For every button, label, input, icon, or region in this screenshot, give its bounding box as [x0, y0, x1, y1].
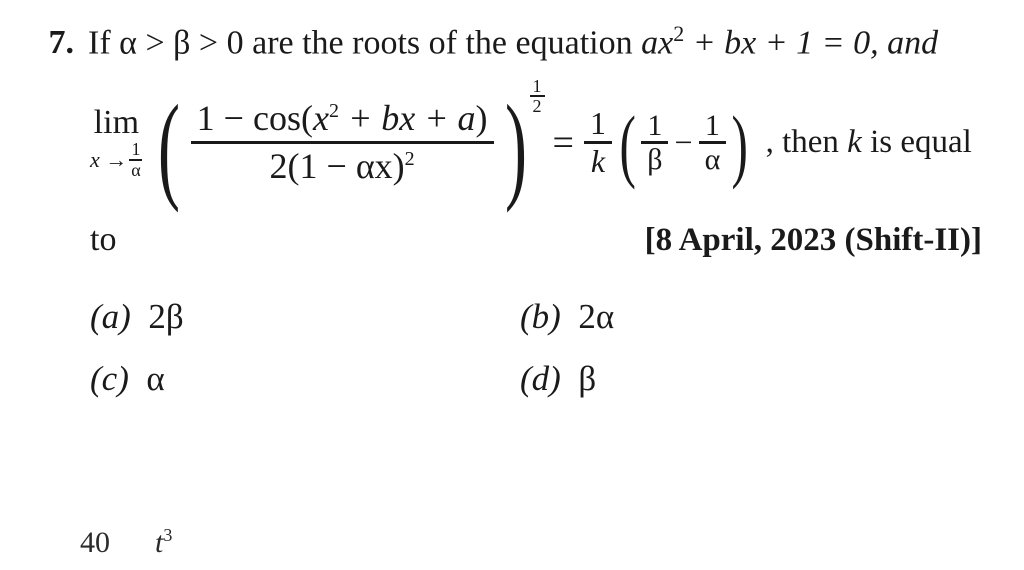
num-x: x — [313, 98, 329, 138]
rhs-paren-right: ) — [732, 104, 748, 186]
one-over-k: 1 k — [584, 106, 612, 179]
outer-exp-den: 2 — [530, 97, 545, 115]
option-a-value: 2β — [148, 297, 183, 336]
rhs-den: k — [585, 144, 611, 179]
b2-num: 1 — [699, 110, 726, 145]
equals-sign: = — [553, 121, 574, 165]
citation: [8 April, 2023 (Shift-II)] — [645, 222, 982, 259]
inline-eq-after: + bx + 1 = 0, and — [693, 24, 938, 61]
num-part-c: + bx + a — [339, 98, 476, 138]
cutoff-right: 3 — [163, 525, 172, 545]
then-text-2: is equal — [862, 124, 972, 160]
den-sup: 2 — [405, 148, 415, 170]
b1-den: β — [641, 144, 668, 176]
rhs-inner: 1 β − 1 α — [641, 110, 726, 176]
inline-eq-ax: ax — [641, 24, 673, 61]
outer-exp-num: 1 — [530, 77, 545, 97]
limit-symbol: lim x → 1 α — [90, 106, 143, 180]
then-k-text: , then k is equal — [766, 124, 972, 161]
stem-text-before: If α > β > 0 are the roots of the equati… — [88, 24, 641, 61]
outer-exponent: 1 2 — [530, 77, 545, 115]
option-c-label: (c) — [90, 359, 129, 398]
option-b-label: (b) — [520, 297, 561, 336]
b2-den: α — [699, 144, 727, 176]
num-paren-l: ( — [301, 98, 313, 138]
option-d-value: β — [578, 359, 596, 398]
rhs-minus: − — [675, 124, 693, 161]
lim-target-num: 1 — [129, 140, 142, 161]
options-grid: (a) 2β (b) 2α (c) α (d) β — [90, 297, 998, 399]
inline-eq-sup: 2 — [673, 21, 684, 46]
option-c-value: α — [146, 359, 164, 398]
cutoff-row: 40 t3 — [80, 525, 172, 560]
question-stem: If α > β > 0 are the roots of the equati… — [88, 20, 938, 65]
limit-expression: lim x → 1 α ( 1 − cos(x2 + bx + a) 2(1 −… — [90, 83, 998, 203]
to-citation-row: to [8 April, 2023 (Shift-II)] — [90, 221, 982, 259]
option-a: (a) 2β — [90, 297, 520, 337]
question-block: 7. If α > β > 0 are the roots of the equ… — [38, 20, 998, 399]
num-part-a: 1 − cos — [197, 98, 301, 138]
question-number: 7. — [38, 24, 74, 62]
inner-frac-num: 1 − cos(x2 + bx + a) — [191, 96, 494, 144]
question-stem-row: 7. If α > β > 0 are the roots of the equ… — [38, 20, 998, 65]
one-over-beta: 1 β — [641, 110, 668, 176]
option-c: (c) α — [90, 359, 520, 399]
lim-var: x → — [90, 149, 127, 171]
lim-target-frac: 1 α — [129, 140, 142, 180]
lim-sub: x → 1 α — [90, 140, 143, 180]
rhs-num: 1 — [584, 106, 612, 144]
big-paren-left: ( — [158, 87, 180, 207]
one-over-alpha: 1 α — [699, 110, 727, 176]
num-paren-r: ) — [476, 98, 488, 138]
option-b: (b) 2α — [520, 297, 950, 337]
option-a-label: (a) — [90, 297, 131, 336]
lim-target-den: α — [129, 161, 142, 180]
cutoff-left: 40 — [80, 526, 110, 559]
rhs-paren-left: ( — [619, 104, 635, 186]
option-d-label: (d) — [520, 359, 561, 398]
k-var: k — [847, 124, 862, 160]
to-word: to — [90, 221, 116, 259]
option-d: (d) β — [520, 359, 950, 399]
then-text-1: , then — [766, 124, 848, 160]
inner-fraction: 1 − cos(x2 + bx + a) 2(1 − αx)2 — [191, 96, 494, 190]
den-part-a: 2(1 − αx) — [270, 146, 405, 186]
b1-num: 1 — [641, 110, 668, 145]
big-paren-right: ) — [505, 87, 527, 207]
lim-word: lim — [94, 106, 139, 140]
option-b-value: 2α — [578, 297, 614, 336]
num-x-sup: 2 — [329, 100, 339, 122]
inner-frac-den: 2(1 − αx)2 — [264, 144, 421, 189]
